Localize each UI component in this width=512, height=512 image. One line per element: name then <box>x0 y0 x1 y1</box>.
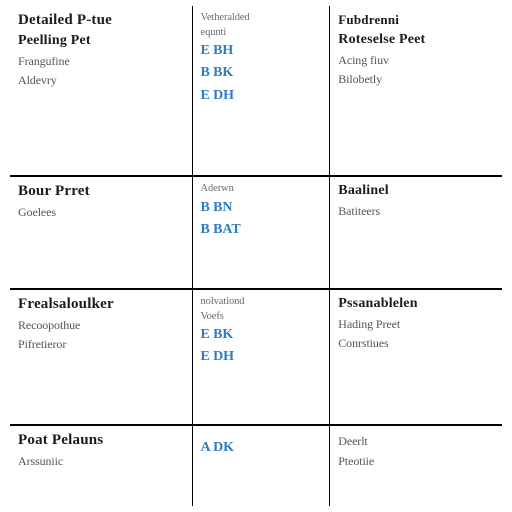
cell-text: Bilobetly <box>338 71 494 88</box>
cell-r4c3: Deerlt Pteotiie <box>330 425 502 506</box>
cell-text: Conrstiues <box>338 335 494 352</box>
cell-r4c1: Poat Pelauns Arssuniic <box>10 425 192 506</box>
blue-code: B BAT <box>201 220 322 240</box>
cell-header: Pssanablelen <box>338 296 494 312</box>
cell-tiny: Aderwn <box>201 183 322 196</box>
comparison-table: Detailed P-tue Peelling Pet Frangufine A… <box>10 6 502 506</box>
cell-r1c1: Detailed P-tue Peelling Pet Frangufine A… <box>10 6 192 176</box>
blue-code: E DH <box>201 86 322 106</box>
cell-header: Fubdrenni <box>338 12 494 28</box>
cell-text: Deerlt <box>338 432 494 450</box>
cell-r3c3: Pssanablelen Hading Preet Conrstiues <box>330 289 502 425</box>
blue-code: B BK <box>201 63 322 83</box>
cell-header: Frealsaloulker <box>18 296 184 313</box>
cell-text: Pteotiie <box>338 452 494 470</box>
cell-r4c2: A DK <box>192 425 330 506</box>
cell-tiny: equnti <box>201 27 322 40</box>
cell-subheader: Peelling Pet <box>18 33 184 49</box>
cell-text: Recoopothue <box>18 317 184 334</box>
cell-text: Goelees <box>18 204 184 221</box>
cell-tiny: nolvationd <box>201 296 322 309</box>
cell-text: Aldevry <box>18 72 184 89</box>
cell-r3c2: nolvationd Voefs E BK E DH <box>192 289 330 425</box>
blue-code: B BN <box>201 198 322 218</box>
cell-header: Baalinel <box>338 183 494 199</box>
cell-text: Arssuniic <box>18 453 184 470</box>
cell-r2c3: Baalinel Batiteers <box>330 176 502 289</box>
blue-code: E DH <box>201 347 322 367</box>
cell-r1c3: Fubdrenni Roteselse Peet Acing fiuv Bilo… <box>330 6 502 176</box>
cell-subheader: Roteselse Peet <box>338 32 494 48</box>
cell-r2c1: Bour Prret Goelees <box>10 176 192 289</box>
cell-r3c1: Frealsaloulker Recoopothue Pifretieror <box>10 289 192 425</box>
cell-tiny: Voefs <box>201 311 322 324</box>
cell-header: Bour Prret <box>18 183 184 200</box>
cell-text: Batiteers <box>338 203 494 220</box>
cell-header: Poat Pelauns <box>18 432 184 449</box>
cell-text: Acing fiuv <box>338 52 494 69</box>
cell-r1c2: Vetheralded equnti E BH B BK E DH <box>192 6 330 176</box>
cell-r2c2: Aderwn B BN B BAT <box>192 176 330 289</box>
cell-text: Hading Preet <box>338 316 494 333</box>
blue-code: E BK <box>201 325 322 345</box>
cell-text: Frangufine <box>18 53 184 70</box>
blue-code: E BH <box>201 41 322 61</box>
cell-text: Pifretieror <box>18 336 184 353</box>
cell-tiny: Vetheralded <box>201 12 322 25</box>
cell-header: Detailed P-tue <box>18 12 184 29</box>
blue-code: A DK <box>201 438 322 458</box>
